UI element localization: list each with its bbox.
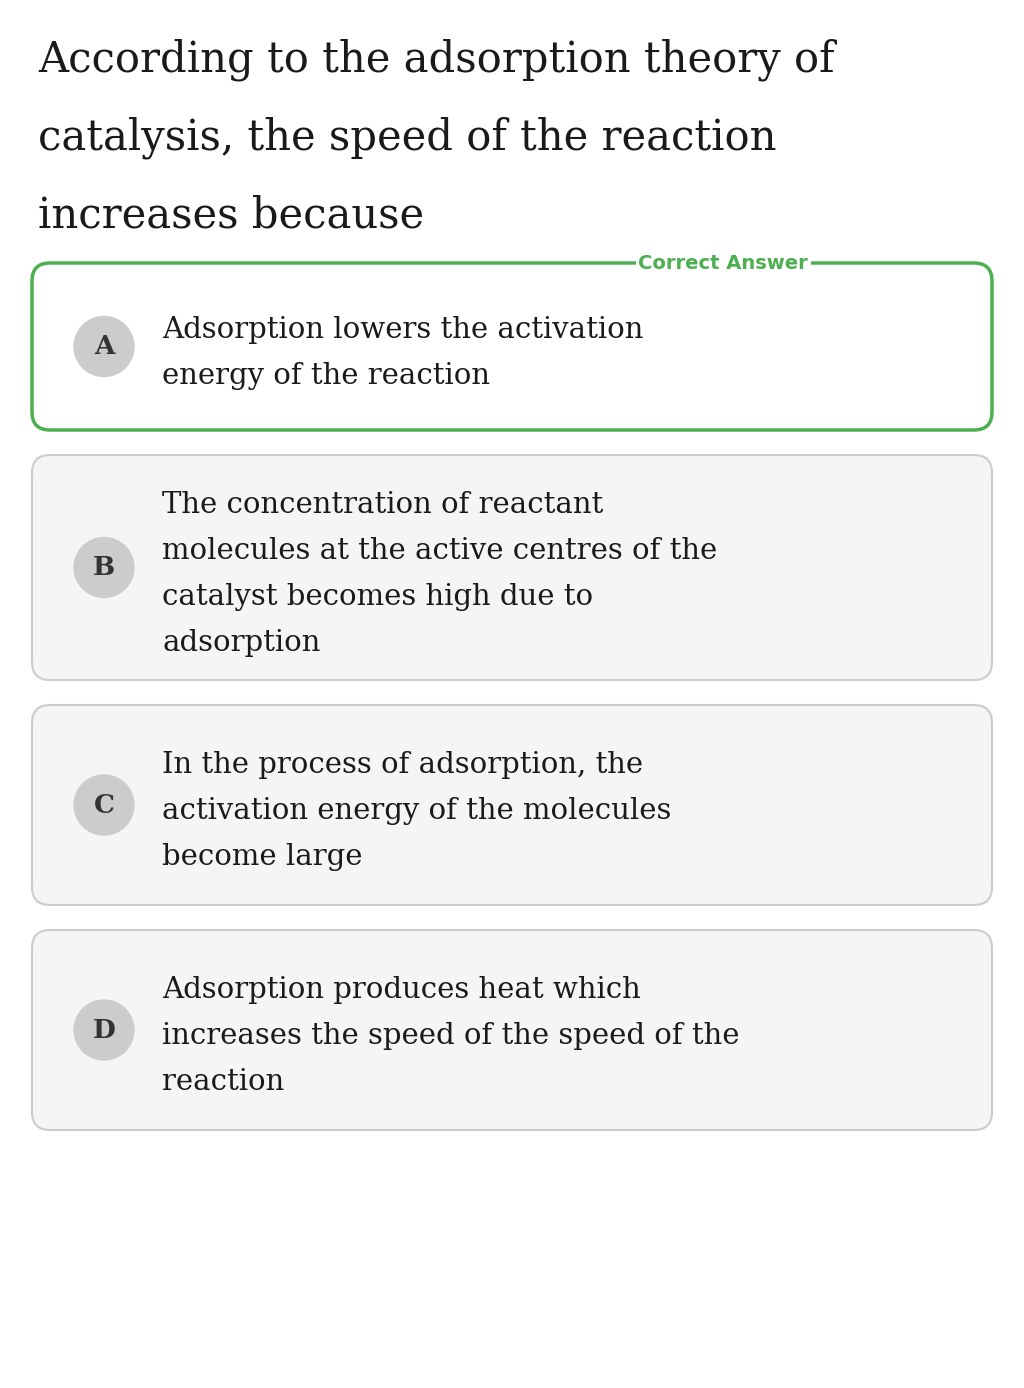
Text: activation energy of the molecules: activation energy of the molecules [162,797,672,824]
Circle shape [74,775,134,836]
Text: Adsorption produces heat which: Adsorption produces heat which [162,976,641,1004]
Text: catalyst becomes high due to: catalyst becomes high due to [162,583,593,611]
FancyBboxPatch shape [32,455,992,680]
FancyBboxPatch shape [32,930,992,1130]
FancyBboxPatch shape [32,262,992,430]
Text: C: C [93,793,115,818]
Text: molecules at the active centres of the: molecules at the active centres of the [162,537,717,565]
Text: Correct Answer: Correct Answer [638,254,808,272]
Text: A: A [94,335,115,359]
Text: According to the adsorption theory of: According to the adsorption theory of [38,37,835,81]
Text: catalysis, the speed of the reaction: catalysis, the speed of the reaction [38,117,776,158]
Text: reaction: reaction [162,1067,285,1097]
Text: In the process of adsorption, the: In the process of adsorption, the [162,751,643,779]
Circle shape [74,999,134,1060]
Text: adsorption: adsorption [162,629,321,657]
Text: increases because: increases because [38,194,424,236]
Text: The concentration of reactant: The concentration of reactant [162,490,603,519]
Text: become large: become large [162,843,362,872]
Text: increases the speed of the speed of the: increases the speed of the speed of the [162,1022,739,1049]
Circle shape [74,316,134,376]
Text: B: B [93,555,115,580]
Text: energy of the reaction: energy of the reaction [162,361,490,390]
Text: D: D [92,1017,116,1042]
Text: Adsorption lowers the activation: Adsorption lowers the activation [162,315,643,343]
FancyBboxPatch shape [32,705,992,905]
Circle shape [74,537,134,597]
